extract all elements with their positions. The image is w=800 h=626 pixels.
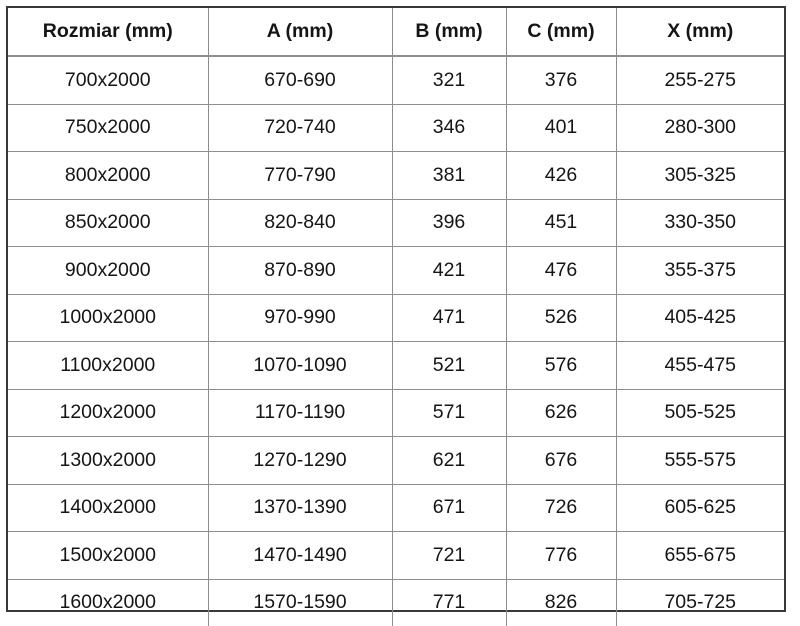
- cell-a: 1370-1390: [208, 484, 393, 532]
- cell-b: 346: [392, 104, 507, 152]
- table-header-row: Rozmiar (mm) A (mm) B (mm) C (mm) X (mm): [8, 8, 784, 57]
- cell-x: 505-525: [616, 389, 784, 437]
- cell-x: 455-475: [616, 341, 784, 390]
- column-header-a: A (mm): [208, 8, 393, 57]
- cell-a: 870-890: [208, 246, 393, 295]
- cell-rozmiar: 850x2000: [8, 199, 209, 247]
- cell-a: 970-990: [208, 294, 393, 342]
- cell-c: 401: [506, 104, 617, 152]
- cell-b: 521: [392, 341, 507, 390]
- cell-x: 305-325: [616, 151, 784, 200]
- cell-rozmiar: 700x2000: [8, 56, 209, 105]
- cell-x: 655-675: [616, 531, 784, 580]
- column-header-b: B (mm): [392, 8, 507, 57]
- shower-enclosure-dimensions-table: Rozmiar (mm) A (mm) B (mm) C (mm) X (mm) 700…: [8, 8, 784, 626]
- dimensions-table-container: Rozmiar (mm) A (mm) B (mm) C (mm) X (mm) 700…: [6, 6, 786, 626]
- cell-rozmiar: 800x2000: [8, 151, 209, 200]
- table-header: Rozmiar (mm) A (mm) B (mm) C (mm) X (mm): [8, 8, 784, 57]
- table-body: 700x2000 670-690 321 376 255-275 750x2000 720-…: [8, 56, 784, 626]
- table-row: 1300x2000 1270-1290 621 676 555-575: [8, 436, 784, 485]
- cell-a: 1070-1090: [208, 341, 393, 390]
- cell-b: 671: [392, 484, 507, 532]
- table-row: 1200x2000 1170-1190 571 626 505-525: [8, 389, 784, 437]
- table-row: 1600x2000 1570-1590 771 826 705-725: [8, 579, 784, 626]
- column-header-c: C (mm): [506, 8, 617, 57]
- cell-rozmiar: 1500x2000: [8, 531, 209, 580]
- cell-rozmiar: 900x2000: [8, 246, 209, 295]
- column-header-x: X (mm): [616, 8, 784, 57]
- cell-b: 721: [392, 531, 507, 580]
- cell-rozmiar: 750x2000: [8, 104, 209, 152]
- cell-b: 381: [392, 151, 507, 200]
- cell-x: 405-425: [616, 294, 784, 342]
- cell-rozmiar: 1100x2000: [8, 341, 209, 390]
- cell-c: 576: [506, 341, 617, 390]
- cell-b: 771: [392, 579, 507, 626]
- cell-a: 1470-1490: [208, 531, 393, 580]
- table-row: 800x2000 770-790 381 426 305-325: [8, 151, 784, 200]
- table-row: 1400x2000 1370-1390 671 726 605-625: [8, 484, 784, 532]
- cell-rozmiar: 1000x2000: [8, 294, 209, 342]
- column-header-rozmiar: Rozmiar (mm): [8, 8, 209, 57]
- cell-c: 826: [506, 579, 617, 626]
- table-row: 1000x2000 970-990 471 526 405-425: [8, 294, 784, 342]
- cell-b: 396: [392, 199, 507, 247]
- cell-rozmiar: 1400x2000: [8, 484, 209, 532]
- cell-x: 605-625: [616, 484, 784, 532]
- cell-x: 330-350: [616, 199, 784, 247]
- cell-a: 720-740: [208, 104, 393, 152]
- cell-c: 626: [506, 389, 617, 437]
- cell-c: 776: [506, 531, 617, 580]
- cell-c: 526: [506, 294, 617, 342]
- cell-b: 321: [392, 56, 507, 105]
- cell-c: 426: [506, 151, 617, 200]
- cell-b: 621: [392, 436, 507, 485]
- cell-x: 705-725: [664, 591, 737, 614]
- cell-a: 820-840: [208, 199, 393, 247]
- cell-c: 376: [506, 56, 617, 105]
- table-row: 1500x2000 1470-1490 721 776 655-675: [8, 531, 784, 580]
- cell-a: 670-690: [208, 56, 393, 105]
- cell-rozmiar: 1600x2000: [8, 579, 209, 626]
- cell-b: 421: [392, 246, 507, 295]
- table-row: 750x2000 720-740 346 401 280-300: [8, 104, 784, 152]
- table-row: 850x2000 820-840 396 451 330-350: [8, 199, 784, 247]
- table-row: 1100x2000 1070-1090 521 576 455-475: [8, 341, 784, 390]
- cell-a: 1170-1190: [208, 389, 393, 437]
- table-row: 700x2000 670-690 321 376 255-275: [8, 56, 784, 105]
- cell-x: 280-300: [616, 104, 784, 152]
- cell-b: 571: [392, 389, 507, 437]
- cell-a: 1570-1590: [208, 579, 393, 626]
- cell-x: 555-575: [616, 436, 784, 485]
- cell-c: 476: [506, 246, 617, 295]
- cell-rozmiar: 1200x2000: [8, 389, 209, 437]
- cell-x: 255-275: [616, 56, 784, 105]
- cell-x: 355-375: [616, 246, 784, 295]
- cell-a: 770-790: [208, 151, 393, 200]
- cell-rozmiar: 1300x2000: [8, 436, 209, 485]
- cell-c: 676: [506, 436, 617, 485]
- cell-c: 451: [506, 199, 617, 247]
- cell-c: 726: [506, 484, 617, 532]
- table-row: 900x2000 870-890 421 476 355-375: [8, 246, 784, 295]
- cell-b: 471: [392, 294, 507, 342]
- cell-a: 1270-1290: [208, 436, 393, 485]
